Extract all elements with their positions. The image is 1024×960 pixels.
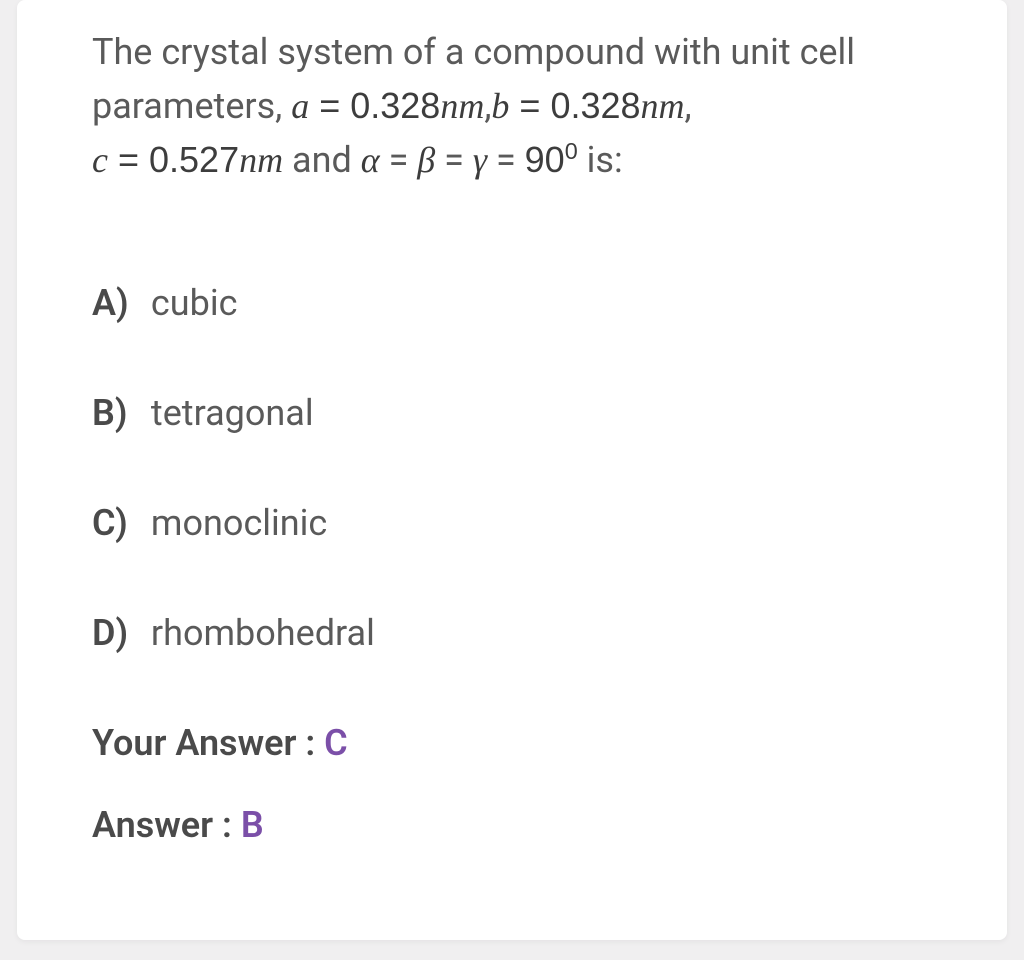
option-c-text: monoclinic <box>142 502 327 544</box>
var-b: b <box>491 86 509 126</box>
val-c: = 0.527 <box>108 139 239 180</box>
option-d-letter: D) <box>92 612 142 654</box>
var-c: c <box>92 140 108 180</box>
option-b-letter: B) <box>92 392 142 434</box>
unit-b: nm <box>641 86 685 126</box>
option-d-text: rhombohedral <box>142 612 375 654</box>
question-card: The crystal system of a compound with un… <box>17 0 1007 940</box>
angle-sup: 0 <box>565 138 578 164</box>
options-list: A) cubic B) tetragonal C) monoclinic D) … <box>92 282 947 654</box>
unit-c: nm <box>239 140 283 180</box>
your-answer-row: Your Answer : C <box>92 722 947 764</box>
option-a-letter: A) <box>92 282 142 324</box>
option-c[interactable]: C) monoclinic <box>92 502 947 544</box>
q-line2-prefix: parameters, <box>92 85 291 127</box>
val-a: = 0.328 <box>309 85 440 126</box>
is-text: is: <box>578 139 623 181</box>
comma2: , <box>685 85 692 127</box>
option-d[interactable]: D) rhombohedral <box>92 612 947 654</box>
eq3: = <box>487 139 525 181</box>
question-text: The crystal system of a compound with un… <box>92 25 947 187</box>
option-c-letter: C) <box>92 502 142 544</box>
and-text: and <box>283 139 361 181</box>
option-b-text: tetragonal <box>142 392 314 434</box>
beta: β <box>417 140 435 180</box>
q-line1: The crystal system of a compound with un… <box>92 31 855 73</box>
angle-val: 90 <box>525 139 565 180</box>
var-a: a <box>291 86 309 126</box>
answer-label: Answer : <box>92 804 241 846</box>
gamma: γ <box>473 140 487 180</box>
val-b: = 0.328 <box>509 85 640 126</box>
alpha: α <box>361 140 380 180</box>
your-answer-label: Your Answer : <box>92 722 324 764</box>
option-a-text: cubic <box>142 282 237 324</box>
eq2: = <box>435 139 473 181</box>
unit-a: nm <box>440 86 484 126</box>
option-b[interactable]: B) tetragonal <box>92 392 947 434</box>
option-a[interactable]: A) cubic <box>92 282 947 324</box>
eq1: = <box>380 139 418 181</box>
your-answer-value: C <box>324 722 348 764</box>
answer-value: B <box>241 804 264 846</box>
answer-row: Answer : B <box>92 804 947 846</box>
